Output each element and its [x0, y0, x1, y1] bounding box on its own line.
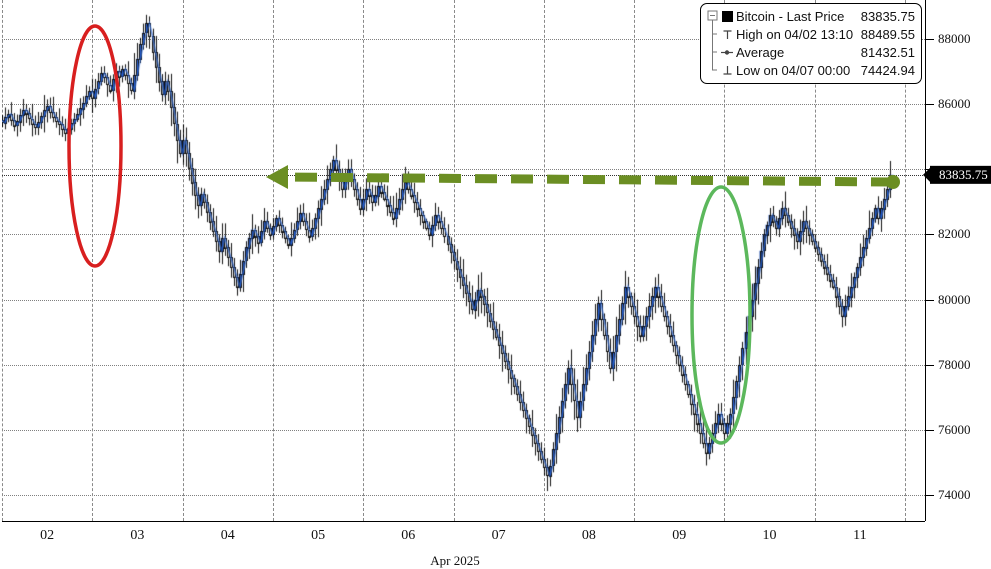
y-axis-label: 78000 [938, 356, 971, 372]
legend-tree-branch-icon [706, 43, 719, 61]
y-axis-tick [925, 104, 934, 106]
x-axis-label: 05 [311, 528, 326, 543]
plot-area[interactable] [2, 0, 925, 521]
legend-label: Bitcoin - Last Price [736, 8, 845, 24]
legend-top-marker-icon [719, 28, 736, 41]
x-axis-label: 02 [40, 528, 55, 543]
legend-value: 81432.51 [860, 44, 915, 60]
legend-row[interactable]: High on 04/02 13:10 88489.55 [706, 25, 915, 43]
x-axis-label: 11 [853, 528, 867, 543]
legend-row[interactable]: Bitcoin - Last Price 83835.75 [706, 7, 915, 25]
y-axis-label: 76000 [938, 421, 971, 437]
legend-bottom-marker-icon [719, 64, 736, 77]
y-axis-tick [925, 299, 934, 301]
y-axis-tick [925, 429, 934, 431]
y-axis-tick [925, 234, 934, 236]
legend-row[interactable]: Average 81432.51 [706, 43, 915, 61]
legend-row[interactable]: Low on 04/07 00:00 74424.94 [706, 61, 915, 79]
y-axis-line [925, 0, 926, 521]
y-axis-tick [925, 39, 934, 41]
y-axis-label: 74000 [938, 486, 971, 502]
y-axis-label: 88000 [938, 31, 971, 47]
x-axis-label: 10 [762, 528, 777, 543]
current-price-level-line [2, 174, 925, 176]
x-axis-label: 07 [491, 528, 506, 543]
x-axis-label: 06 [401, 528, 416, 543]
legend-label: Average [736, 44, 785, 60]
last-price-tag: 83835.75 [930, 165, 991, 184]
x-axis-label: 08 [581, 528, 596, 543]
legend-box[interactable]: Bitcoin - Last Price 83835.75 High on 04/0… [700, 3, 922, 84]
legend-value: 83835.75 [860, 8, 915, 24]
y-axis-tick [925, 494, 934, 496]
y-axis-label: 80000 [938, 291, 971, 307]
legend-avg-marker-icon [719, 46, 736, 59]
price-series-candles [2, 0, 925, 521]
y-axis-tick [925, 364, 934, 366]
legend-label: Low on 04/07 00:00 [736, 62, 851, 78]
y-axis-label: 82000 [938, 226, 971, 242]
legend-value: 88489.55 [860, 26, 915, 42]
y-axis-label: 86000 [938, 96, 971, 112]
x-axis-line [2, 521, 925, 522]
legend-label: High on 04/02 13:10 [736, 26, 854, 42]
x-axis-title: Apr 2025 [430, 553, 480, 568]
legend-value: 74424.94 [860, 62, 915, 78]
x-axis-label: 03 [130, 528, 145, 543]
x-axis-label: 04 [220, 528, 235, 543]
legend-collapse-icon[interactable] [706, 7, 719, 25]
legend-tree-branch-icon [706, 61, 719, 79]
x-axis-label: 09 [672, 528, 687, 543]
legend-tree-branch-icon [706, 25, 719, 43]
legend-square-marker-icon [719, 10, 736, 23]
